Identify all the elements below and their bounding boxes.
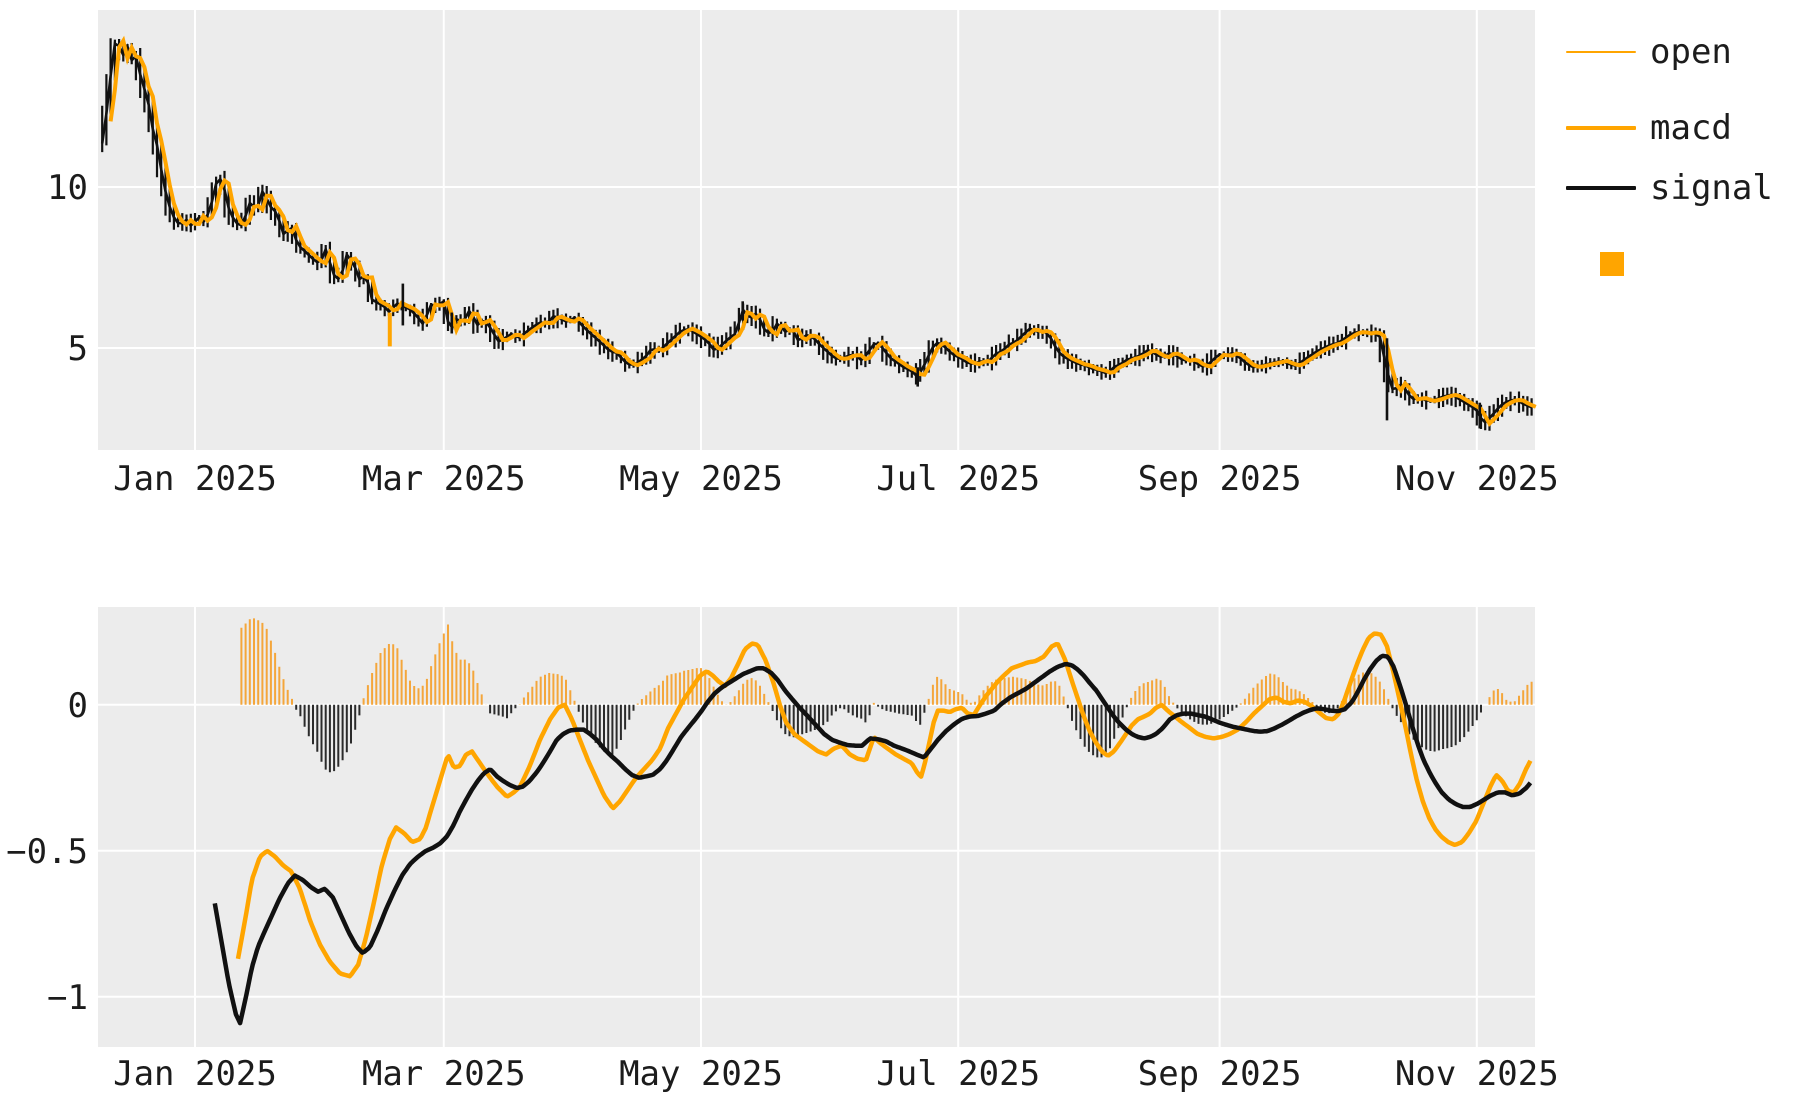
legend-label-signal: signal	[1650, 168, 1773, 208]
y-tick-label: 10	[47, 168, 88, 208]
x-tick-label: Sep 2025	[1138, 1054, 1302, 1094]
x-tick-label: Jan 2025	[113, 1054, 277, 1094]
y-tick-label: 0	[68, 686, 88, 726]
legend-item-macd: macd	[1566, 108, 1732, 148]
x-tick-label: Nov 2025	[1395, 459, 1559, 499]
x-tick-label: Nov 2025	[1395, 1054, 1559, 1094]
x-tick-label: May 2025	[619, 1054, 783, 1094]
open-line-sample	[1566, 50, 1636, 54]
y-tick-label: −1	[47, 978, 88, 1018]
legend-item-histogram	[1566, 244, 1638, 284]
signal-line-sample	[1566, 185, 1636, 191]
x-tick-label: Mar 2025	[362, 459, 526, 499]
y-tick-label: 5	[68, 329, 88, 369]
open-line	[108, 35, 1537, 427]
histogram-square-icon	[1600, 252, 1624, 276]
panel-background	[98, 607, 1535, 1047]
macd-panel: Jan 2025 Mar 2025 May 2025 Jul 2025 Sep 2025…	[6, 607, 1559, 1094]
x-tick-label: Jul 2025	[876, 459, 1040, 499]
x-tick-label: Jan 2025	[113, 459, 277, 499]
legend-item-signal: signal	[1566, 168, 1773, 208]
y-tick-label: −0.5	[6, 832, 88, 872]
x-tick-label: Mar 2025	[362, 1054, 526, 1094]
price-panel: Jan 2025 Mar 2025 May 2025 Jul 2025 Sep 2025…	[47, 10, 1559, 499]
x-tick-label: Jul 2025	[876, 1054, 1040, 1094]
macd-line-sample	[1566, 125, 1636, 131]
x-tick-label: May 2025	[619, 459, 783, 499]
x-tick-label: Sep 2025	[1138, 459, 1302, 499]
legend: open macd signal	[1552, 0, 1800, 320]
legend-label-macd: macd	[1650, 108, 1732, 148]
legend-label-open: open	[1650, 32, 1732, 72]
signal-line	[212, 653, 1533, 1026]
panel-background	[98, 10, 1535, 450]
legend-item-open: open	[1566, 32, 1732, 72]
